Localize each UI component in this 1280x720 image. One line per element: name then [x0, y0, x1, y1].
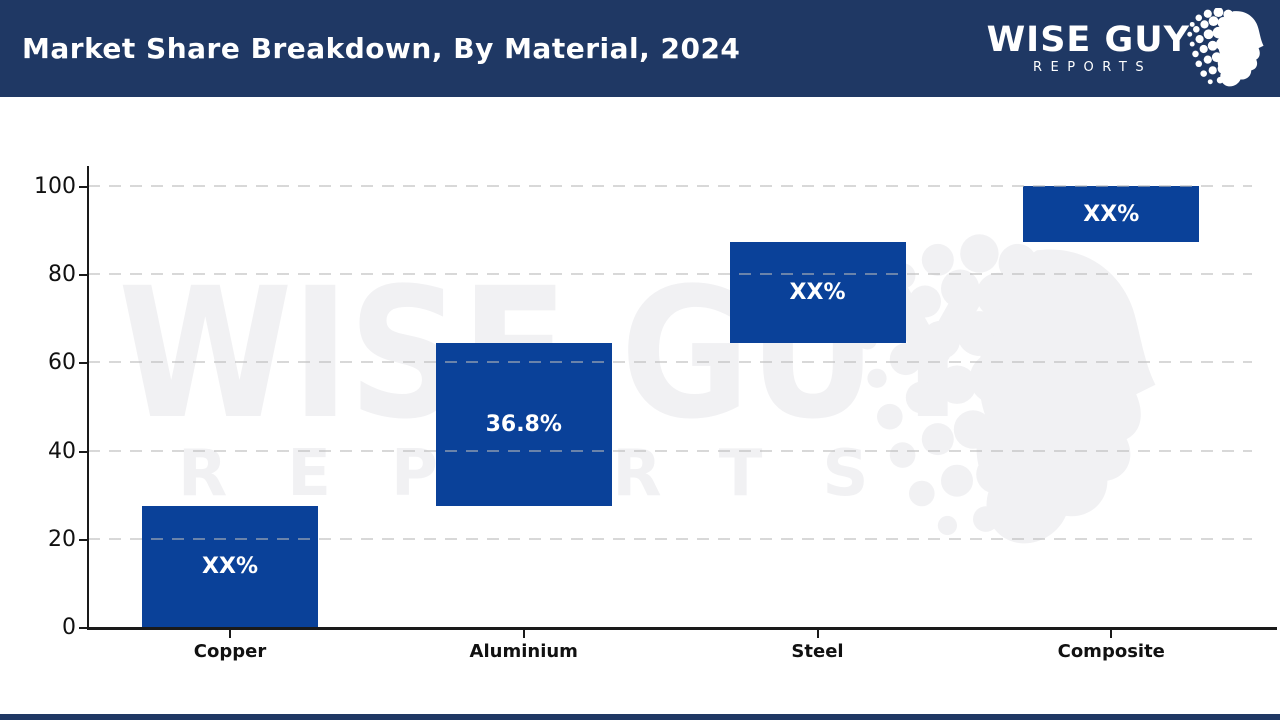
- y-tick-40: [79, 450, 87, 453]
- bar-composite: XX%: [1023, 186, 1200, 243]
- footer-bar: [0, 714, 1280, 720]
- wiseguy-head-logo-icon: [1187, 7, 1264, 86]
- wiseguy-logo: WISE GUY REPORTS: [986, 7, 1266, 90]
- y-tick-0: [79, 627, 87, 629]
- gridline-80: [88, 273, 1252, 276]
- y-tick-60: [79, 362, 87, 365]
- y-axis-spine: [87, 166, 89, 630]
- x-tick-copper: [229, 630, 231, 638]
- gridline-60: [88, 361, 1252, 364]
- bar-value-label: XX%: [1083, 201, 1140, 227]
- gridline-40: [88, 449, 1252, 452]
- y-tick-label-100: 100: [34, 174, 76, 199]
- chart-area: WISE GUY REPORTS XX%36.8%XX%XX%020406080…: [0, 97, 1280, 714]
- bar-steel: XX%: [729, 242, 906, 344]
- x-axis-label-copper: Copper: [193, 641, 267, 662]
- y-tick-label-40: 40: [48, 438, 76, 464]
- x-tick-aluminium: [522, 630, 525, 638]
- bar-value-label: XX%: [789, 280, 846, 306]
- y-tick-label-80: 80: [48, 262, 76, 288]
- bar-aluminium: 36.8%: [435, 343, 612, 506]
- x-axis-spine: [87, 627, 1277, 630]
- logo-subtitle: REPORTS: [1032, 60, 1153, 75]
- logo-wordmark: WISE GUY: [986, 20, 1190, 60]
- bar-value-label: XX%: [202, 553, 258, 579]
- y-tick-label-20: 20: [48, 526, 76, 552]
- y-tick-100: [79, 186, 87, 188]
- x-tick-steel: [816, 630, 819, 638]
- y-tick-label-0: 0: [62, 615, 76, 640]
- bar-copper: XX%: [142, 505, 318, 627]
- x-axis-label-steel: Steel: [791, 641, 844, 662]
- y-tick-80: [79, 274, 87, 277]
- logo-text: WISE GUY REPORTS: [986, 20, 1190, 75]
- x-axis-label-aluminium: Aluminium: [469, 641, 578, 662]
- y-tick-label-60: 60: [48, 350, 76, 376]
- gridline-20: [88, 537, 1252, 540]
- header: Market Share Breakdown, By Material, 202…: [0, 0, 1280, 97]
- gridline-100: [88, 185, 1252, 187]
- bar-value-label: 36.8%: [485, 412, 562, 438]
- x-tick-composite: [1110, 630, 1113, 638]
- x-axis-label-composite: Composite: [1057, 641, 1165, 662]
- y-tick-20: [79, 538, 87, 541]
- page-title: Market Share Breakdown, By Material, 202…: [22, 32, 741, 65]
